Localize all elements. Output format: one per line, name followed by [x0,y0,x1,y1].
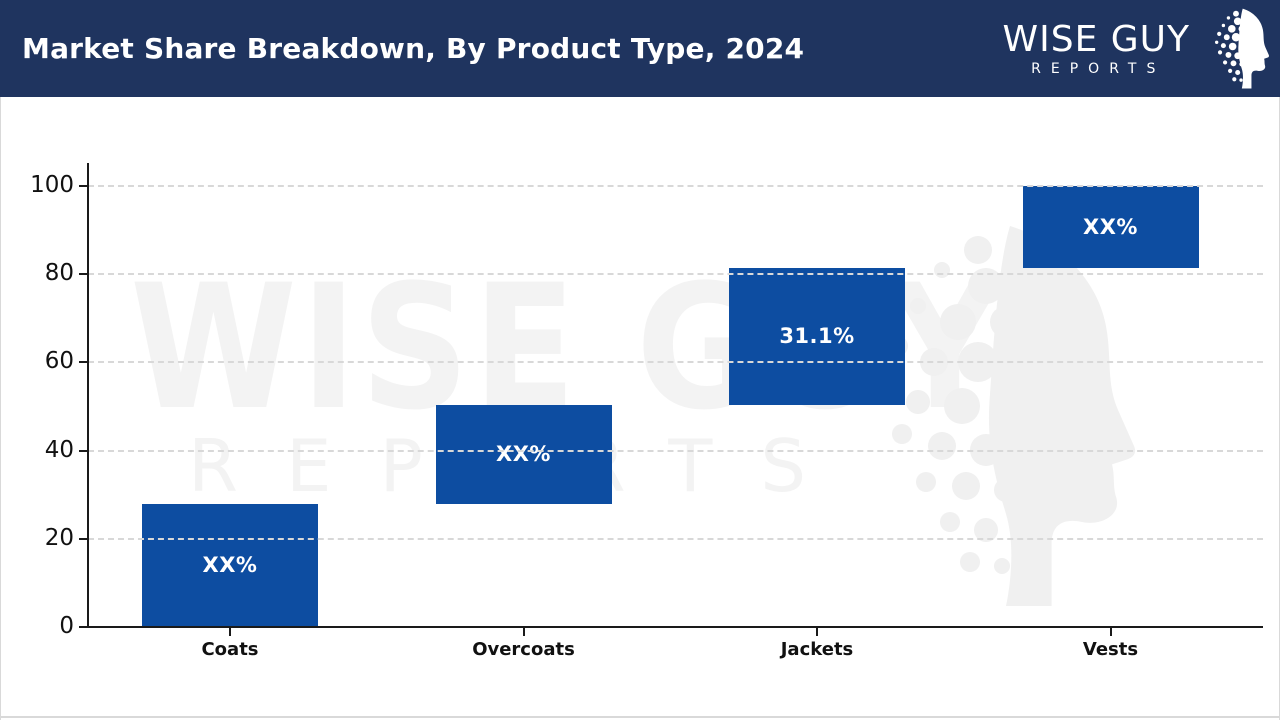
y-tick-mark [79,361,88,364]
gridline-60 [88,361,1263,364]
logo-head-icon [1194,4,1278,94]
bar-jackets: 31.1% [729,267,905,405]
x-tick-mark [816,628,818,636]
page-title: Market Share Breakdown, By Product Type,… [22,32,805,65]
y-tick-label: 20 [44,524,74,551]
x-tick-label: Overcoats [472,639,575,660]
x-axis-line [87,626,1263,628]
logo-wordmark-line1: WISE GUY [1002,18,1190,60]
logo-wordmark-line2: REPORTS [1031,60,1166,77]
y-tick-label: 0 [59,613,74,639]
frame-left-border [0,97,1,720]
bar-value-label: XX% [1083,214,1138,239]
y-tick-mark [79,185,88,187]
x-tick-label: Jackets [780,639,854,660]
bar-coats: XX% [142,503,318,627]
header-bar: Market Share Breakdown, By Product Type,… [0,0,1280,97]
bar-vests: XX% [1022,186,1199,268]
logo-wordmark: WISE GUY REPORTS [1002,18,1191,77]
bar-value-label: XX% [202,553,258,578]
frame-bottom-border [0,716,1280,718]
x-tick-label: Coats [201,639,259,660]
y-tick-label: 60 [44,348,74,375]
bar-value-label: 31.1% [779,324,855,349]
gridline-100 [88,185,1263,187]
gridline-80 [88,273,1263,276]
y-tick-mark [79,626,88,628]
y-tick-label: 80 [44,260,74,287]
x-tick-label: Vests [1082,639,1139,660]
y-tick-label: 40 [44,436,74,463]
x-tick-mark [229,628,231,636]
bar-overcoats: XX% [435,404,612,504]
y-axis-line [87,163,89,628]
gridline-20 [88,537,1263,540]
y-tick-mark [79,537,88,540]
y-tick-mark [79,273,88,276]
x-tick-mark [1109,628,1112,636]
bar-value-label: XX% [496,442,551,467]
y-tick-label: 100 [30,172,74,198]
x-tick-mark [522,628,525,636]
gridline-40 [88,449,1263,452]
wiseguy-logo: WISE GUY REPORTS [1003,0,1279,97]
y-tick-mark [79,449,88,452]
